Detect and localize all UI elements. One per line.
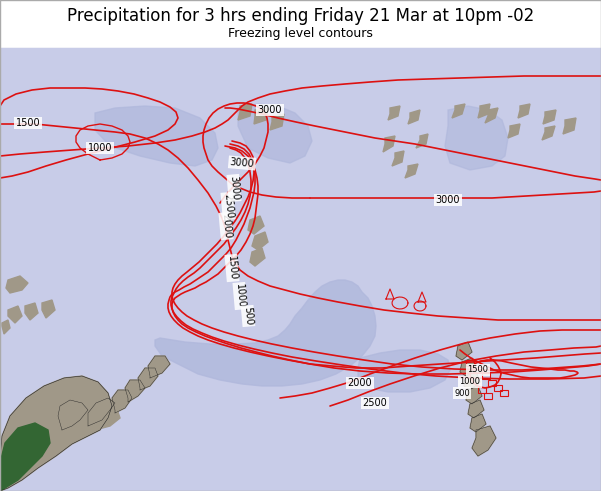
- Polygon shape: [468, 400, 484, 418]
- Polygon shape: [452, 104, 465, 118]
- Text: 2500: 2500: [222, 193, 234, 219]
- Polygon shape: [416, 134, 428, 148]
- Polygon shape: [112, 390, 132, 413]
- Polygon shape: [508, 124, 520, 138]
- Bar: [478, 387, 486, 393]
- Text: 1000: 1000: [88, 143, 112, 153]
- Polygon shape: [518, 104, 530, 118]
- Bar: [494, 385, 502, 391]
- Polygon shape: [254, 108, 268, 124]
- Bar: [482, 373, 490, 379]
- Polygon shape: [148, 356, 170, 378]
- Polygon shape: [563, 118, 576, 134]
- Text: Freezing level contours: Freezing level contours: [228, 27, 373, 39]
- Bar: [474, 367, 482, 373]
- Text: 2000: 2000: [348, 378, 372, 388]
- Text: 1000: 1000: [460, 378, 481, 386]
- Polygon shape: [95, 106, 218, 166]
- Polygon shape: [466, 386, 482, 404]
- Polygon shape: [543, 110, 556, 124]
- Polygon shape: [125, 380, 145, 402]
- Polygon shape: [383, 136, 395, 152]
- Bar: [500, 390, 508, 396]
- Polygon shape: [8, 306, 22, 323]
- Polygon shape: [88, 398, 115, 426]
- Text: 3000: 3000: [258, 105, 282, 115]
- Polygon shape: [78, 393, 120, 436]
- Polygon shape: [0, 376, 112, 491]
- Polygon shape: [138, 368, 158, 390]
- Text: 500: 500: [242, 306, 254, 326]
- Polygon shape: [472, 426, 496, 456]
- Polygon shape: [6, 276, 28, 293]
- Polygon shape: [25, 303, 38, 320]
- Text: 2500: 2500: [362, 398, 388, 408]
- Polygon shape: [42, 300, 55, 318]
- Polygon shape: [460, 358, 476, 376]
- Text: Precipitation for 3 hrs ending Friday 21 Mar at 10pm -02: Precipitation for 3 hrs ending Friday 21…: [67, 7, 534, 25]
- Text: 900: 900: [454, 388, 470, 398]
- Polygon shape: [0, 423, 50, 491]
- Polygon shape: [155, 280, 376, 386]
- Polygon shape: [238, 104, 312, 163]
- Polygon shape: [358, 350, 450, 392]
- Bar: [466, 360, 474, 366]
- Bar: [488, 380, 496, 386]
- Bar: [0, 0, 601, 48]
- Polygon shape: [388, 106, 400, 120]
- Polygon shape: [392, 151, 404, 166]
- Polygon shape: [58, 400, 88, 430]
- Bar: [484, 393, 492, 399]
- Polygon shape: [456, 342, 472, 360]
- Polygon shape: [405, 164, 418, 178]
- Polygon shape: [478, 104, 490, 118]
- Polygon shape: [250, 248, 265, 266]
- Polygon shape: [248, 216, 264, 234]
- Text: 3000: 3000: [230, 157, 255, 169]
- Text: 1500: 1500: [468, 365, 489, 375]
- Text: 3000: 3000: [436, 195, 460, 205]
- Polygon shape: [464, 372, 480, 390]
- Polygon shape: [408, 110, 420, 124]
- Polygon shape: [238, 104, 252, 120]
- Text: 2000: 2000: [220, 213, 232, 239]
- Text: 1000: 1000: [234, 283, 246, 309]
- Text: 1500: 1500: [226, 255, 238, 281]
- Polygon shape: [270, 114, 284, 130]
- Text: 3000: 3000: [228, 175, 240, 201]
- Text: 1500: 1500: [16, 118, 40, 128]
- Polygon shape: [485, 108, 498, 123]
- Polygon shape: [445, 106, 508, 170]
- Polygon shape: [2, 320, 10, 334]
- Polygon shape: [470, 414, 486, 432]
- Polygon shape: [252, 232, 268, 250]
- Polygon shape: [542, 126, 555, 140]
